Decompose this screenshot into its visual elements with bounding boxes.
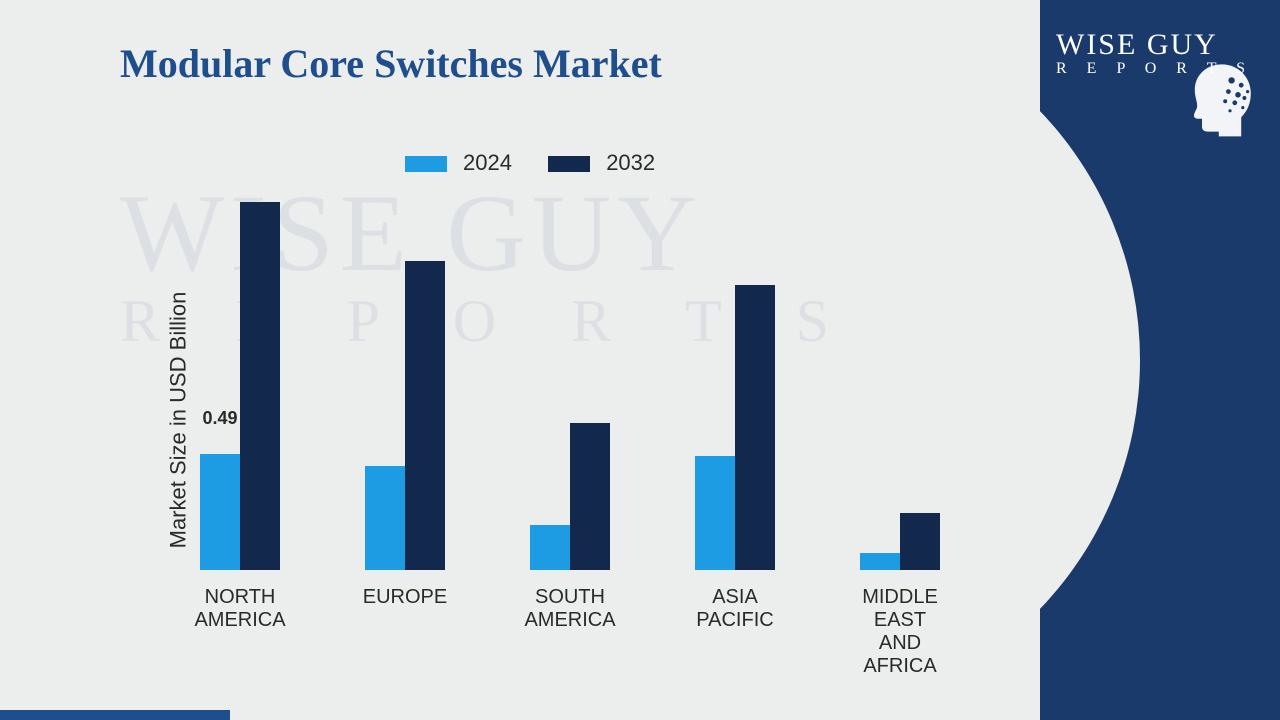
brain-head-icon xyxy=(1182,58,1262,138)
legend: 2024 2032 xyxy=(50,150,980,176)
bar xyxy=(240,202,280,570)
legend-swatch-2024 xyxy=(405,156,447,172)
x-tick-label: SOUTH AMERICA xyxy=(524,586,615,632)
bar xyxy=(735,285,775,570)
bar-group xyxy=(200,202,280,570)
bar-group xyxy=(365,261,445,570)
bar xyxy=(365,466,405,571)
chart-title: Modular Core Switches Market xyxy=(120,40,662,87)
bar xyxy=(900,513,940,570)
bar-group xyxy=(530,423,610,570)
plot-area: 0.49 xyxy=(140,190,980,570)
bottom-accent-bar xyxy=(0,710,230,720)
x-tick-label: ASIA PACIFIC xyxy=(696,586,773,632)
page: WISE GUY R E P O R T S WISE GUY R E P O … xyxy=(0,0,1280,720)
legend-label-2032: 2032 xyxy=(606,150,655,175)
legend-label-2024: 2024 xyxy=(463,150,512,175)
bar xyxy=(570,423,610,570)
bar-group xyxy=(695,285,775,570)
bar-value-label: 0.49 xyxy=(202,408,237,429)
x-tick-label: EUROPE xyxy=(363,586,447,609)
bar xyxy=(860,553,900,570)
legend-swatch-2032 xyxy=(548,156,590,172)
x-axis-labels: NORTH AMERICA EUROPE SOUTH AMERICA ASIA PAC… xyxy=(140,580,980,690)
brand-logo: WISE GUY R E P O R T S xyxy=(1056,28,1256,78)
bar-chart: Market Size in USD Billion 2024 2032 0.4… xyxy=(50,150,980,690)
logo-line1: WISE GUY xyxy=(1056,28,1256,62)
bar xyxy=(200,454,240,570)
bar xyxy=(695,456,735,570)
bar xyxy=(530,525,570,570)
bar xyxy=(405,261,445,570)
bar-group xyxy=(860,513,940,570)
x-tick-label: MIDDLE EAST AND AFRICA xyxy=(862,586,938,678)
x-tick-label: NORTH AMERICA xyxy=(194,586,285,632)
